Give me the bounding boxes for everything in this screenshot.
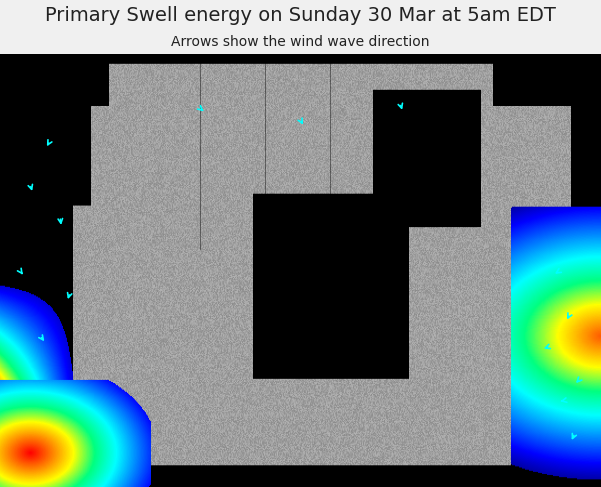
Text: Arrows show the wind wave direction: Arrows show the wind wave direction [171,35,430,49]
Text: Primary Swell energy on Sunday 30 Mar at 5am EDT: Primary Swell energy on Sunday 30 Mar at… [45,6,556,25]
